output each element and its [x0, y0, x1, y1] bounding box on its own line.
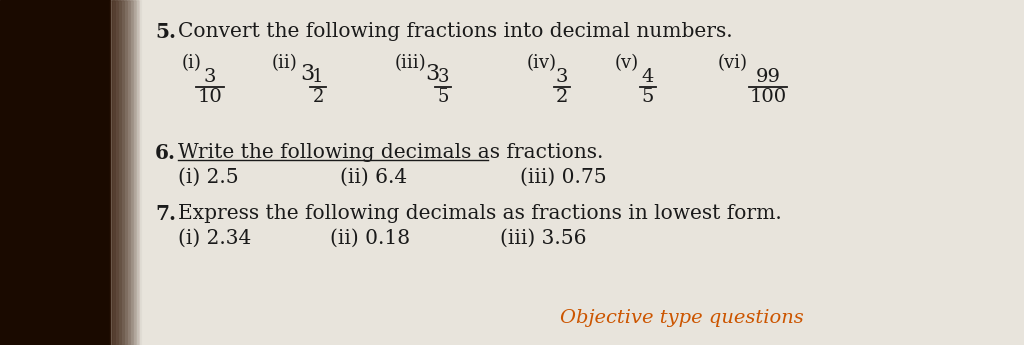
Bar: [127, 0, 128, 345]
Bar: [135, 0, 137, 345]
Bar: [131, 0, 133, 345]
Text: 99: 99: [756, 68, 780, 86]
Bar: [110, 0, 112, 345]
Text: (i) 2.34: (i) 2.34: [178, 228, 251, 247]
Text: 3: 3: [204, 68, 216, 86]
Text: 5.: 5.: [155, 22, 176, 42]
Bar: [116, 0, 118, 345]
Text: (vi): (vi): [718, 54, 748, 72]
Bar: [137, 0, 139, 345]
Bar: [121, 0, 123, 345]
Text: Convert the following fractions into decimal numbers.: Convert the following fractions into dec…: [178, 22, 732, 41]
Text: (v): (v): [615, 54, 639, 72]
Text: 5: 5: [642, 88, 654, 106]
Bar: [132, 0, 134, 345]
Text: 3: 3: [437, 68, 449, 86]
Text: 100: 100: [750, 88, 786, 106]
Bar: [115, 0, 117, 345]
Bar: [113, 0, 115, 345]
Bar: [125, 0, 127, 345]
Text: Express the following decimals as fractions in lowest form.: Express the following decimals as fracti…: [178, 204, 781, 223]
Text: 6.: 6.: [155, 143, 176, 163]
Bar: [122, 0, 124, 345]
Text: 3: 3: [425, 63, 439, 85]
Text: Write the following decimals as fractions.: Write the following decimals as fraction…: [178, 143, 603, 162]
Bar: [128, 0, 130, 345]
Bar: [138, 0, 140, 345]
Bar: [0, 0, 110, 345]
Text: (ii) 6.4: (ii) 6.4: [340, 168, 408, 187]
Text: 5: 5: [437, 88, 449, 106]
Text: (i): (i): [182, 54, 202, 72]
Text: 3: 3: [556, 68, 568, 86]
Bar: [129, 0, 131, 345]
Text: (iii) 3.56: (iii) 3.56: [500, 228, 587, 247]
Text: (iii) 0.75: (iii) 0.75: [520, 168, 606, 187]
Bar: [118, 0, 120, 345]
Text: 2: 2: [312, 88, 324, 106]
Text: (i) 2.5: (i) 2.5: [178, 168, 239, 187]
Text: 10: 10: [198, 88, 222, 106]
Text: (ii): (ii): [272, 54, 298, 72]
Text: 3: 3: [300, 63, 314, 85]
Text: (iv): (iv): [527, 54, 557, 72]
Text: Objective type questions: Objective type questions: [560, 309, 804, 327]
Text: 4: 4: [642, 68, 654, 86]
Text: 1: 1: [312, 68, 324, 86]
Bar: [134, 0, 136, 345]
Text: (iii): (iii): [395, 54, 427, 72]
Text: (ii) 0.18: (ii) 0.18: [330, 228, 411, 247]
Bar: [124, 0, 126, 345]
Text: 7.: 7.: [155, 204, 176, 224]
Bar: [112, 0, 114, 345]
Bar: [119, 0, 121, 345]
Text: 2: 2: [556, 88, 568, 106]
